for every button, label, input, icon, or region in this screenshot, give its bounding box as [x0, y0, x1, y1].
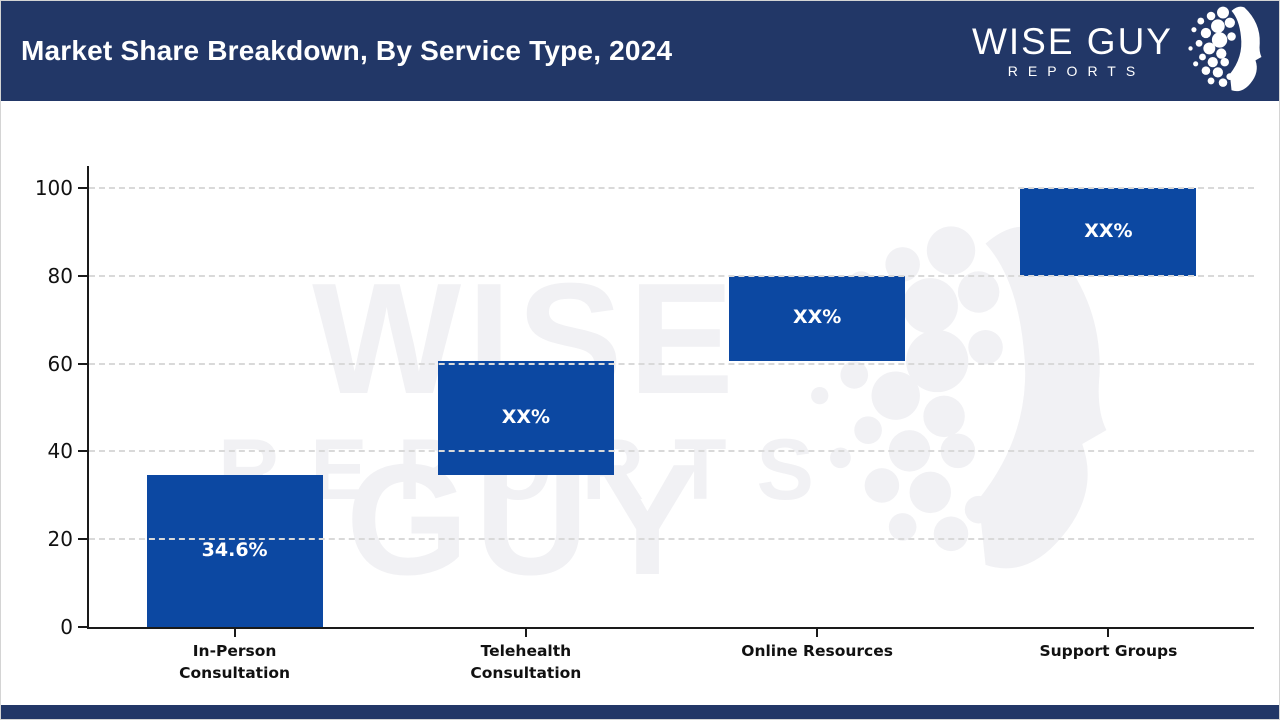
category-label-line: Consultation: [179, 663, 291, 682]
logo-dotted-head-icon: [1188, 6, 1262, 92]
bar-in-person-consultation: [146, 475, 323, 627]
y-tick-label: 100: [34, 176, 73, 200]
y-axis-line: [87, 166, 89, 629]
x-tick-mark: [524, 629, 527, 637]
category-label-telehealth-consultation: Telehealth Consultation: [396, 641, 656, 684]
y-tick-mark: [78, 362, 87, 365]
category-label-in-person-consultation: In-Person Consultation: [105, 641, 365, 684]
y-tick-label: 0: [60, 615, 73, 639]
y-tick-label: 80: [47, 263, 73, 288]
y-tick-mark: [78, 274, 87, 277]
category-label-support-groups: Support Groups: [978, 641, 1238, 663]
watermark-dotted-head-icon: [811, 226, 1107, 569]
x-tick-mark: [1107, 629, 1110, 637]
y-tick-mark: [78, 187, 87, 189]
gridline-60: [89, 362, 1254, 365]
bar-value-label: XX%: [1084, 219, 1133, 242]
y-tick-label: 40: [47, 439, 73, 464]
bar-support-groups: [1020, 188, 1197, 276]
chart-title: Market Share Breakdown, By Service Type,…: [21, 35, 673, 66]
y-tick-mark: [78, 626, 87, 628]
header-band: Market Share Breakdown, By Service Type,…: [1, 1, 1279, 101]
bar-value-label: XX%: [792, 306, 842, 329]
y-tick-label: 60: [47, 351, 73, 376]
category-label-line: Telehealth: [480, 642, 572, 660]
bar-online-resources: [729, 275, 906, 361]
category-label-line: In-Person: [192, 642, 277, 660]
y-tick-label: 20: [47, 527, 73, 552]
y-tick-mark: [78, 538, 87, 541]
logo-wiseguy-label: WISE GUY: [971, 20, 1173, 62]
logo-reports-label: REPORTS: [1007, 63, 1146, 80]
category-label-line: Consultation: [470, 663, 582, 682]
category-label-online-resources: Online Resources: [687, 641, 947, 663]
x-tick-mark: [816, 629, 819, 637]
x-tick-mark: [233, 629, 236, 637]
gridline-20: [89, 538, 1254, 541]
x-axis-line: [87, 627, 1254, 629]
gridline-80: [89, 274, 1254, 277]
category-label-line: Support Groups: [1039, 642, 1178, 660]
bar-value-label: XX%: [501, 406, 551, 429]
category-label-line: Online Resources: [741, 642, 893, 660]
bar-telehealth-consultation: [437, 360, 614, 476]
y-tick-mark: [78, 450, 87, 453]
logo-text: WISE GUY REPORTS: [971, 20, 1173, 80]
gridline-40: [89, 450, 1254, 453]
bar-value-label: 34.6%: [201, 539, 268, 562]
footer-band: [1, 705, 1279, 719]
gridline-100: [89, 187, 1254, 189]
wise-guy-reports-logo: WISE GUY REPORTS: [972, 4, 1267, 98]
